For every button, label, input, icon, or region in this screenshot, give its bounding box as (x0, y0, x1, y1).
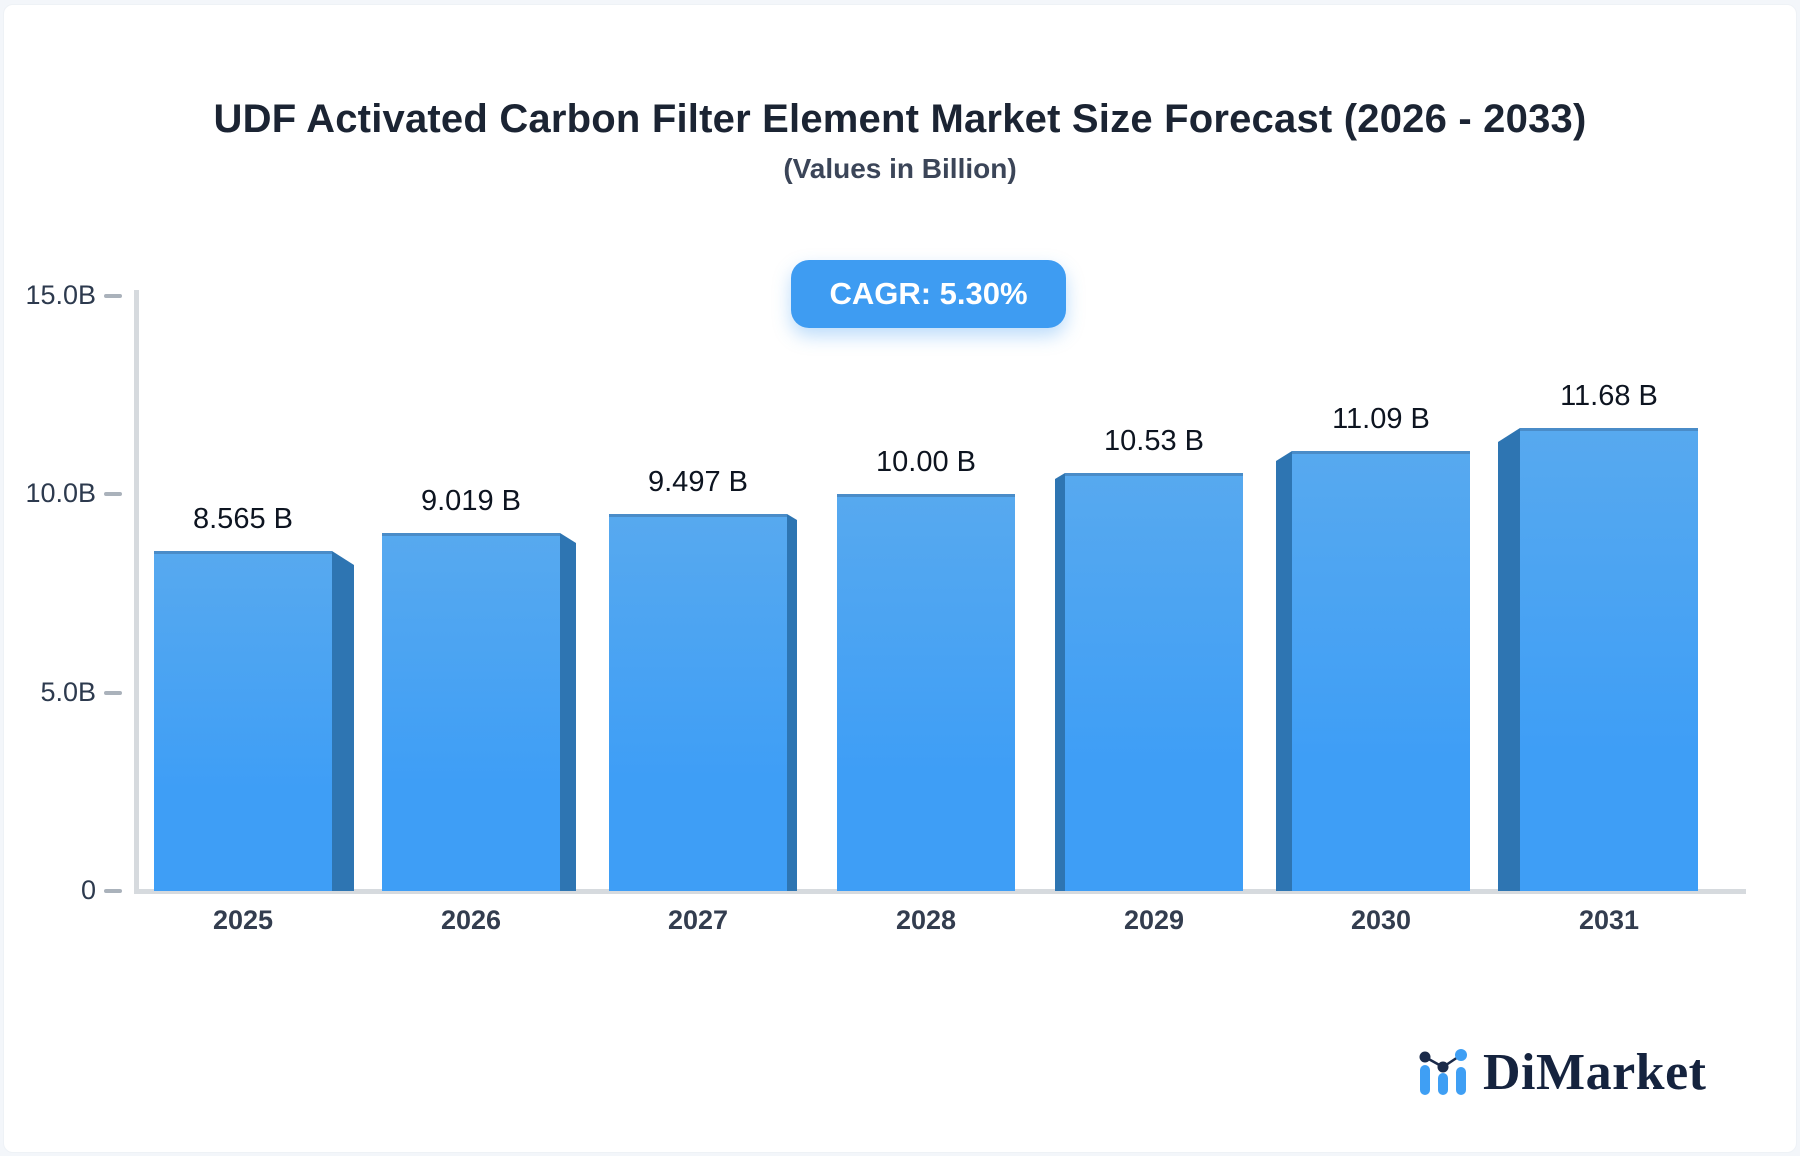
bar-value-label-2029: 10.53 B (1104, 425, 1204, 457)
chart-card: UDF Activated Carbon Filter Element Mark… (3, 4, 1797, 1153)
bar-line-chart-icon (1419, 1049, 1467, 1095)
bar-side-2029 (1055, 473, 1065, 891)
y-tick-mark-0 (104, 889, 122, 893)
bar-value-label-2031: 11.68 B (1560, 380, 1658, 412)
bar-2029 (1065, 473, 1243, 891)
y-tick-label-10.0B: 10.0B (25, 478, 96, 509)
bar-value-label-2025: 8.565 B (193, 503, 293, 535)
y-tick-mark-15.0B (104, 294, 122, 298)
bar-side-2025 (332, 551, 354, 891)
y-tick-label-0: 0 (80, 875, 96, 905)
y-axis-line (134, 290, 139, 894)
chart-root: UDF Activated Carbon Filter Element Mark… (4, 5, 1796, 1152)
y-tick-mark-10.0B (104, 492, 122, 497)
y-tick-mark-5.0B (104, 690, 122, 695)
x-axis-label-2029: 2029 (1123, 905, 1185, 935)
x-axis-label-2028: 2028 (895, 905, 957, 935)
x-axis-label-2026: 2026 (440, 905, 502, 935)
bar-value-label-2028: 10.00 B (876, 446, 976, 478)
cagr-badge: CAGR: 5.30% (791, 260, 1066, 328)
x-axis-label-2025: 2025 (212, 905, 274, 935)
y-tick-label-15.0B: 15.0B (25, 280, 96, 310)
brand-name: DiMarket (1483, 1044, 1707, 1101)
bar-2026 (382, 533, 560, 891)
y-tick-label-5.0B: 5.0B (40, 676, 96, 707)
x-axis-label-2030: 2030 (1350, 905, 1412, 935)
bar-2028 (837, 494, 1015, 891)
bar-side-2031 (1498, 428, 1520, 891)
x-axis-label-2031: 2031 (1578, 905, 1640, 935)
x-axis-label-2027: 2027 (667, 905, 729, 935)
bar-value-label-2030: 11.09 B (1332, 403, 1430, 435)
bar-2025 (154, 551, 332, 891)
x-axis-line (134, 889, 1746, 894)
bar-2027 (609, 514, 787, 891)
bar-side-2026 (560, 533, 576, 891)
bar-side-2027 (787, 514, 797, 891)
bar-2030 (1292, 451, 1470, 891)
dimarket-logo: DiMarket (1419, 1041, 1706, 1099)
bar-value-label-2027: 9.497 B (648, 466, 748, 498)
bar-value-label-2026: 9.019 B (421, 485, 521, 517)
chart-title: UDF Activated Carbon Filter Element Mark… (213, 97, 1587, 141)
bar-2031 (1520, 428, 1698, 891)
bar-side-2030 (1276, 451, 1292, 891)
chart-subtitle: (Values in Billion) (783, 153, 1017, 184)
